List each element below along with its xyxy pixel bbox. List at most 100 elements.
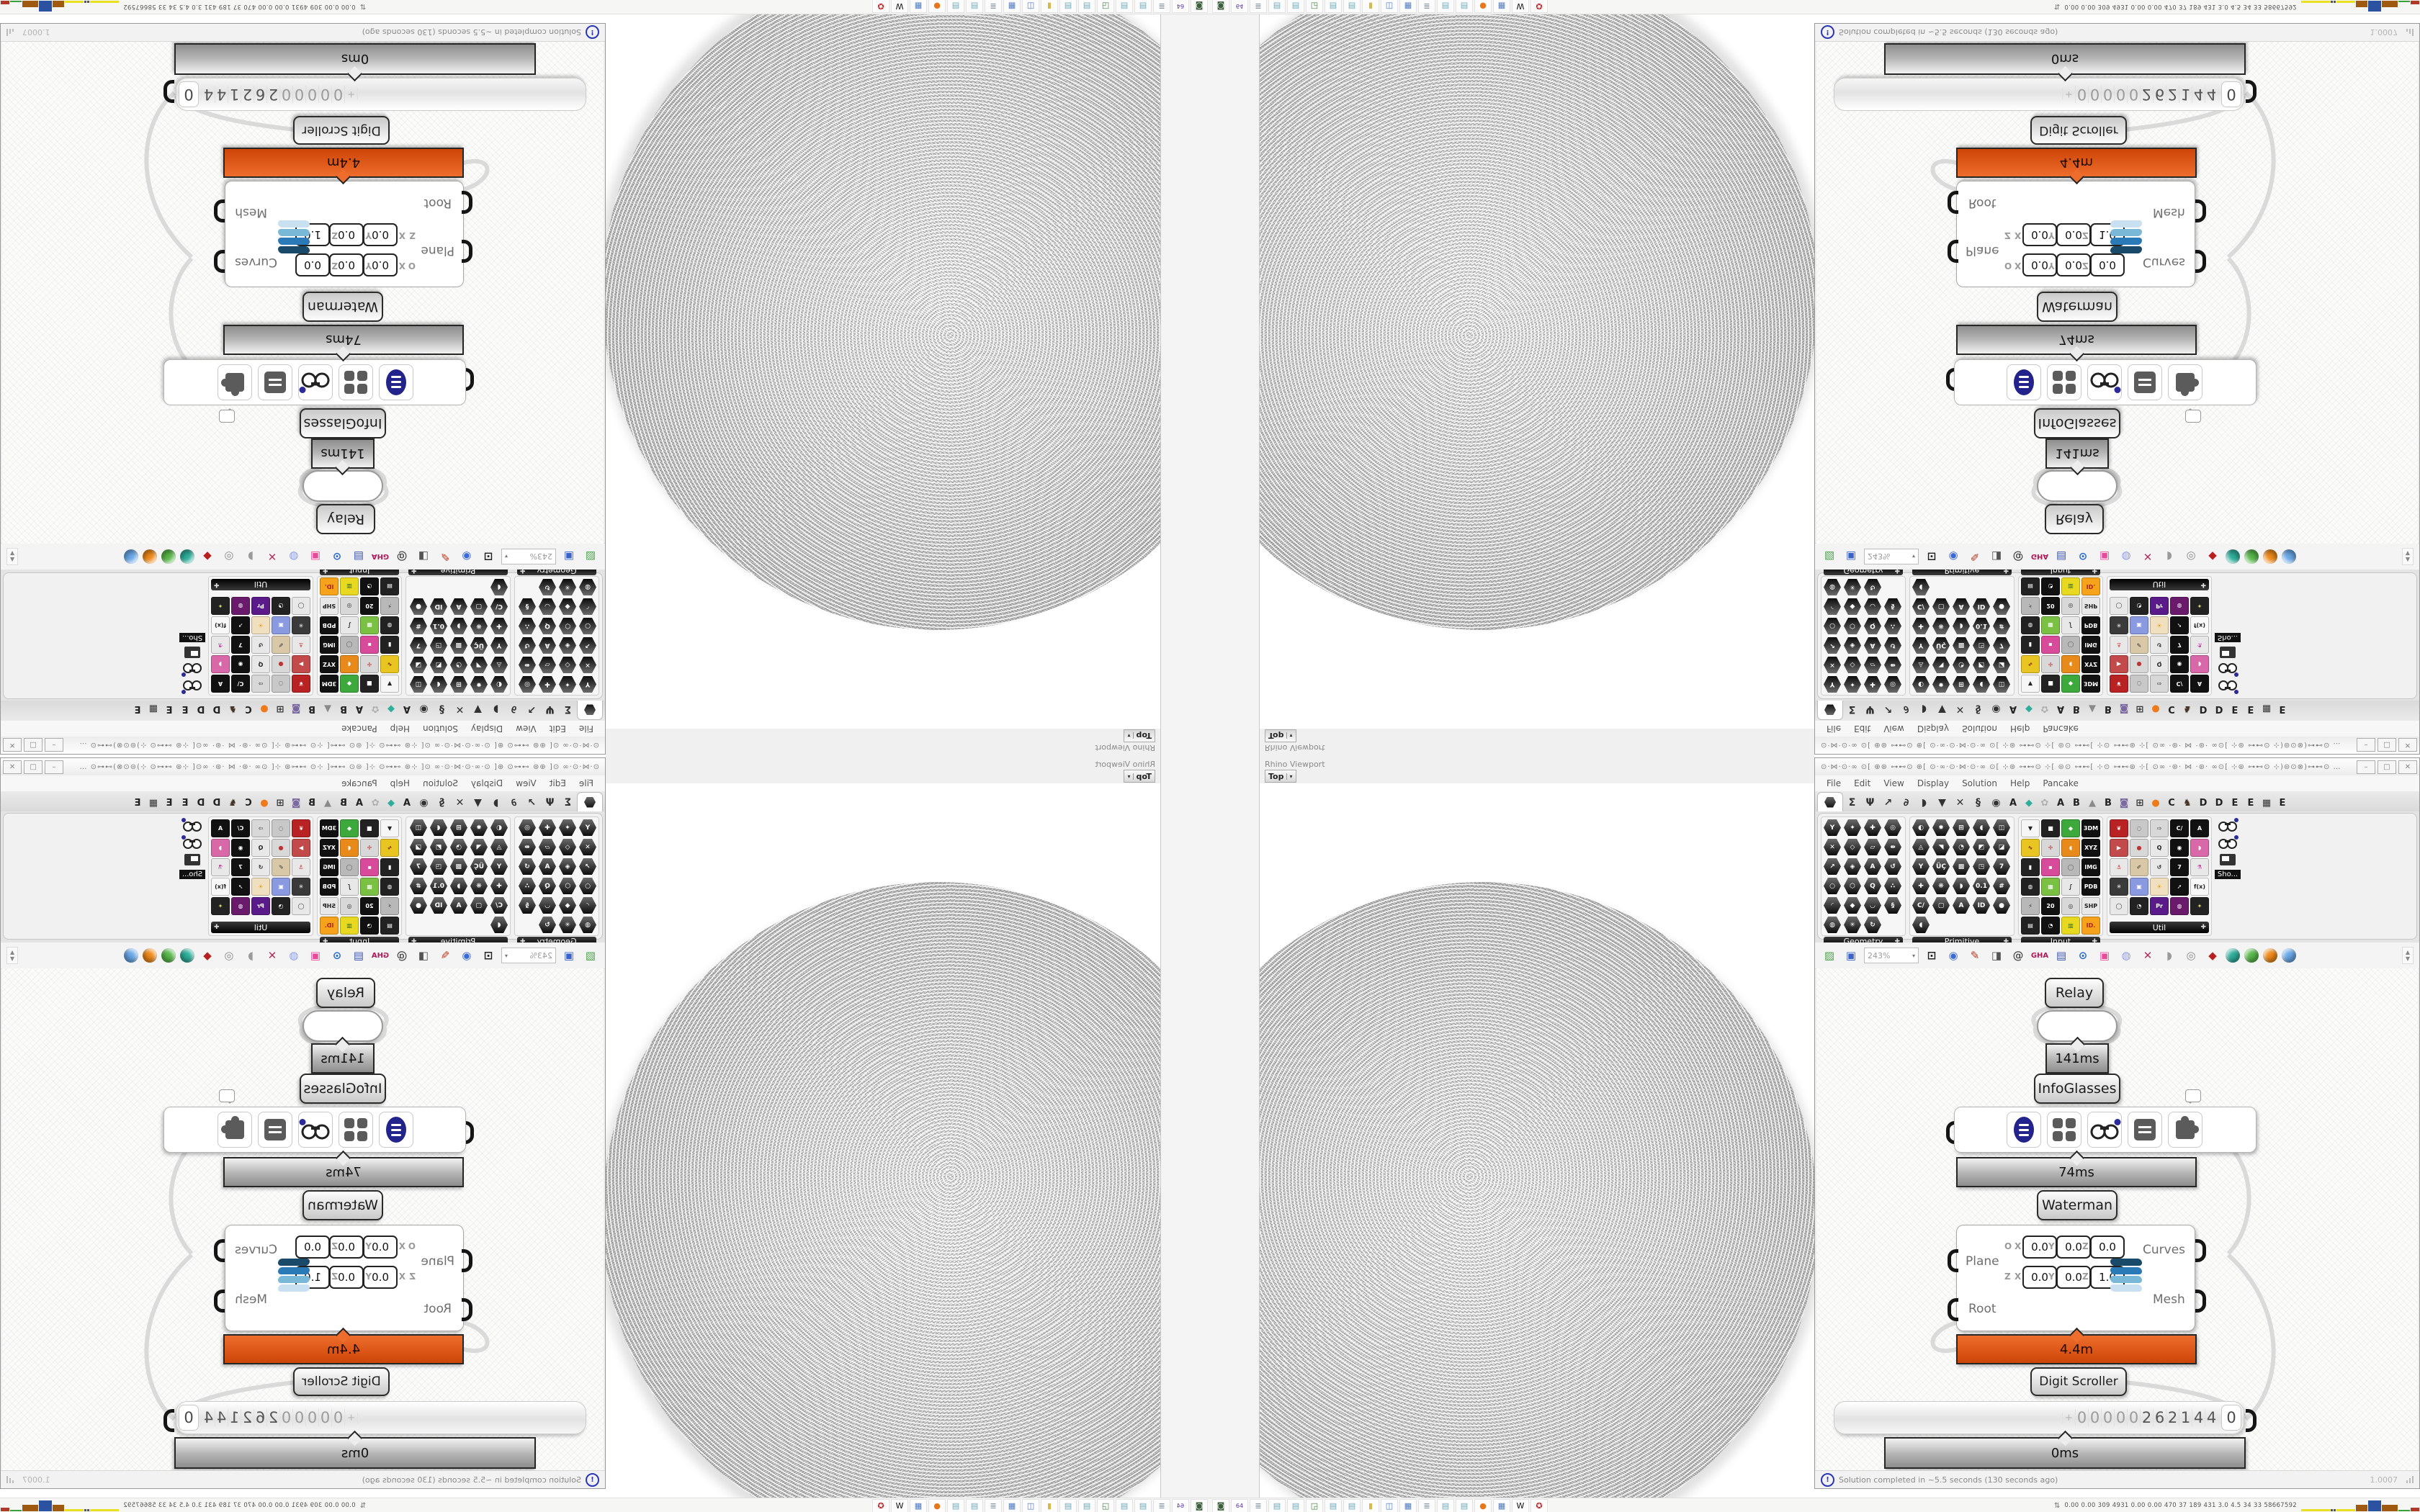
speech-bubble-icon[interactable] bbox=[219, 1089, 235, 1102]
plane-z-value[interactable]: 0.0 bbox=[295, 1236, 330, 1259]
goggles-icon[interactable] bbox=[2218, 680, 2238, 694]
tab-plugin-2[interactable]: ✿ bbox=[371, 703, 380, 715]
component-icon[interactable]: ⇨ bbox=[2150, 819, 2169, 837]
component-icon[interactable]: ✹ bbox=[470, 819, 488, 836]
component-icon[interactable]: ◯ bbox=[340, 858, 359, 876]
component-icon[interactable]: ◔ bbox=[272, 597, 290, 615]
curves-output-label[interactable]: Curves bbox=[234, 255, 277, 269]
hud-tile-puzzle[interactable] bbox=[218, 1112, 252, 1148]
scroller-digit-9[interactable]: 1 bbox=[2179, 86, 2192, 103]
scroller-digit-7[interactable]: 6 bbox=[2153, 86, 2166, 103]
plane-input-label[interactable]: Plane bbox=[1966, 1254, 1999, 1269]
component-icon[interactable]: ⇻ bbox=[519, 657, 536, 673]
component-icon[interactable]: ▤ bbox=[2021, 917, 2040, 935]
component-icon[interactable]: PDB bbox=[320, 616, 339, 634]
component-icon[interactable]: 0.1 bbox=[430, 618, 447, 634]
component-icon[interactable]: ∫ bbox=[340, 616, 359, 634]
toolbar-icon-2[interactable]: ✎ bbox=[440, 949, 450, 962]
tab-plugin-5[interactable]: ▲ bbox=[324, 797, 331, 809]
scroller-digit-7[interactable]: 6 bbox=[254, 86, 267, 103]
component-icon[interactable]: ✛ bbox=[2041, 839, 2060, 857]
hud-tile-archive[interactable] bbox=[258, 364, 292, 400]
component-icon[interactable]: ○ bbox=[1824, 618, 1841, 634]
component-icon[interactable]: ◯ bbox=[2110, 897, 2128, 915]
component-icon[interactable]: C/ bbox=[2170, 675, 2189, 693]
waterman-node-label-pill[interactable]: Waterman bbox=[2037, 1190, 2118, 1220]
goggles-icon[interactable] bbox=[2218, 818, 2238, 832]
scroller-fraction-digit[interactable]: 0 bbox=[2221, 81, 2241, 107]
component-icon[interactable]: ▩ bbox=[450, 637, 467, 654]
component-icon[interactable]: ↺ bbox=[519, 858, 536, 875]
component-icon[interactable]: ◎ bbox=[1884, 819, 1901, 836]
toolbar-icon-8[interactable]: ▣ bbox=[2099, 949, 2110, 962]
tab-plugin-12[interactable]: D bbox=[212, 797, 221, 809]
component-icon[interactable]: Q bbox=[251, 839, 270, 857]
component-icon[interactable]: f(x) bbox=[211, 878, 230, 896]
toolbar-icon-0[interactable]: ⊡ bbox=[1927, 949, 1937, 962]
component-icon[interactable]: ✳ bbox=[559, 917, 576, 933]
relay-node[interactable]: Relay bbox=[2045, 504, 2104, 534]
menu-item-help[interactable]: Help bbox=[2009, 778, 2030, 788]
toolbar-icon-1[interactable]: ◉ bbox=[1948, 949, 1958, 962]
component-icon[interactable]: ↺ bbox=[2150, 636, 2169, 654]
component-icon[interactable]: ❋ bbox=[1932, 878, 1950, 894]
tab-category-4[interactable]: ◗ bbox=[493, 703, 499, 715]
tab-plugin-8[interactable]: ⊞ bbox=[2136, 703, 2144, 715]
plane-z-value[interactable]: 0.0 bbox=[2090, 253, 2125, 276]
tab-plugin-11[interactable]: ♞ bbox=[2183, 703, 2192, 715]
component-icon[interactable]: C/ bbox=[2170, 819, 2189, 837]
taskbar-app-button-10[interactable]: ▦ bbox=[1003, 1498, 1021, 1512]
tab-params-active[interactable] bbox=[1817, 792, 1843, 811]
component-icon[interactable]: ✳ bbox=[2110, 616, 2128, 634]
component-icon[interactable]: f(x) bbox=[2190, 616, 2209, 634]
scroller-digit-8[interactable]: 2 bbox=[2166, 86, 2179, 103]
component-icon[interactable]: ◪ bbox=[410, 839, 427, 855]
infoglasses-hud-node[interactable] bbox=[163, 1107, 466, 1153]
scroller-digit-0[interactable]: + bbox=[345, 89, 358, 100]
component-icon[interactable]: § bbox=[1884, 598, 1901, 615]
component-icon[interactable]: ➚ bbox=[231, 616, 250, 634]
taskbar-app-button-17[interactable]: ✪ bbox=[872, 1498, 889, 1512]
component-icon[interactable]: ❦ bbox=[2110, 819, 2128, 837]
component-icon[interactable]: ⚗ bbox=[211, 636, 230, 654]
menu-item-display[interactable]: Display bbox=[1917, 724, 1950, 734]
component-icon[interactable]: ◜ bbox=[1824, 598, 1841, 615]
tab-plugin-8[interactable]: ⊞ bbox=[276, 703, 284, 715]
menu-item-display[interactable]: Display bbox=[470, 724, 503, 734]
component-icon[interactable]: ✛ bbox=[2041, 655, 2060, 673]
plane-input-label[interactable]: Plane bbox=[421, 243, 454, 258]
grasshopper-titlebar[interactable]: ⊙·⋈·⊙·∞ ⊙[ ⊕⊛ ⊶⊷⊙ ⊕[ ⊙·∞·⊙·⋈·⊙·∞ ⊙[ ⊹⊛ ⊶… bbox=[1815, 736, 2419, 754]
plane-input-label[interactable]: Plane bbox=[421, 1254, 454, 1269]
taskbar-app-button-5[interactable]: ◲ bbox=[1097, 0, 1114, 14]
component-icon[interactable]: ◍ bbox=[380, 878, 399, 896]
component-icon[interactable]: ◌ bbox=[2130, 675, 2148, 693]
digit-scroller-widget[interactable]: +0 0 0 0 0 2 6 2 1 4 4 0 bbox=[176, 78, 586, 111]
tab-plugin-3[interactable]: A bbox=[2056, 703, 2065, 715]
component-icon[interactable]: ◎ bbox=[519, 676, 536, 693]
component-icon[interactable]: ▮ bbox=[380, 858, 399, 876]
component-icon[interactable]: 7 bbox=[410, 637, 427, 654]
menu-item-view[interactable]: View bbox=[1883, 724, 1904, 734]
component-icon[interactable]: Q bbox=[2150, 655, 2169, 673]
component-icon[interactable]: C/ bbox=[1912, 598, 1930, 615]
output-connector-arc[interactable] bbox=[2195, 1290, 2206, 1313]
tab-category-5[interactable]: ▼ bbox=[1938, 797, 1946, 809]
waterman-component[interactable]: Plane Root Curves Mesh O X 0.0 Y 0.0 Z 0.0 Z X 0.… bbox=[225, 1225, 464, 1331]
minimize-button[interactable]: – bbox=[2357, 760, 2375, 774]
component-icon[interactable]: ⬡ bbox=[1844, 618, 1861, 634]
taskbar-app-button-4[interactable]: ▤ bbox=[1116, 0, 1133, 14]
tab-plugin-3[interactable]: A bbox=[355, 703, 364, 715]
save-file-button[interactable]: ▣ bbox=[1845, 949, 1857, 962]
taskbar-app-button-6[interactable]: ▤ bbox=[1078, 0, 1095, 14]
component-icon[interactable]: ◗ bbox=[1953, 618, 1970, 634]
component-icon[interactable]: ● bbox=[272, 839, 290, 857]
toolbar-icon-5[interactable]: GHA bbox=[2030, 951, 2049, 960]
component-icon[interactable]: ▦ bbox=[360, 878, 379, 896]
taskbar-app-button-2[interactable]: ≣ bbox=[1250, 1498, 1267, 1512]
scroller-digit-3[interactable]: 0 bbox=[306, 86, 319, 103]
component-icon[interactable]: Y bbox=[490, 637, 508, 654]
component-icon[interactable]: ◆ bbox=[2061, 675, 2080, 693]
toolbar-icon-9[interactable]: ◍ bbox=[289, 949, 299, 962]
tab-category-6[interactable]: ✕ bbox=[455, 797, 465, 809]
component-icon[interactable]: ◩ bbox=[1973, 657, 1990, 673]
